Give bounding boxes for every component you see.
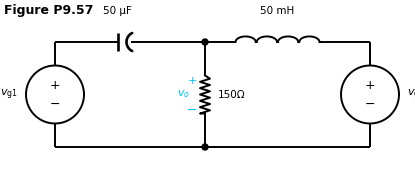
Text: −: − (50, 98, 60, 111)
Text: 150Ω: 150Ω (218, 89, 246, 99)
Text: Figure P9.57: Figure P9.57 (4, 4, 93, 17)
Text: −: − (187, 104, 197, 117)
Text: 50 μF: 50 μF (103, 6, 132, 16)
Text: −: − (365, 98, 375, 111)
Text: $v_o$: $v_o$ (176, 89, 190, 100)
Text: +: + (50, 79, 60, 92)
Text: +: + (365, 79, 375, 92)
Circle shape (202, 39, 208, 45)
Text: $v_{\rm g1}$: $v_{\rm g1}$ (0, 87, 18, 102)
Text: $v_{\rm g2}$: $v_{\rm g2}$ (407, 87, 415, 102)
Text: +: + (187, 76, 197, 85)
Text: 50 mH: 50 mH (260, 6, 295, 16)
Circle shape (202, 144, 208, 150)
